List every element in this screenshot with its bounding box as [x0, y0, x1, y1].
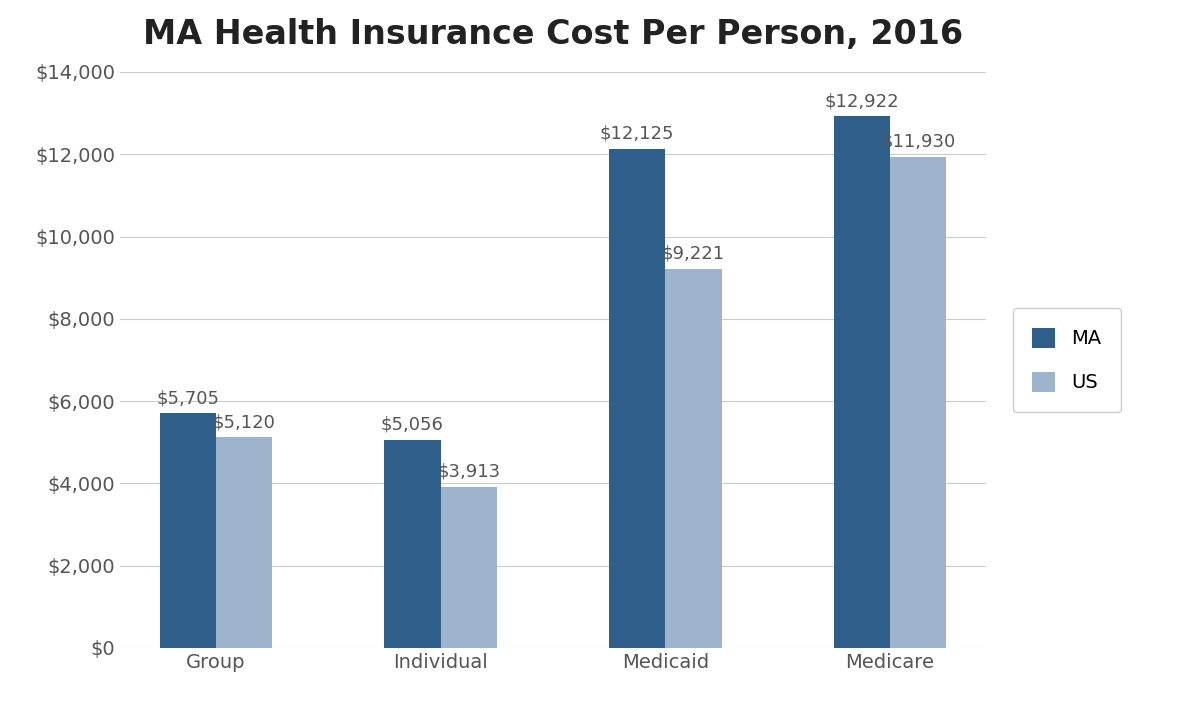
Text: $9,221: $9,221 — [662, 245, 725, 263]
Text: $5,056: $5,056 — [381, 416, 444, 434]
Text: $5,120: $5,120 — [213, 413, 275, 431]
Bar — [609, 149, 666, 648]
Text: $5,705: $5,705 — [156, 389, 219, 407]
Title: MA Health Insurance Cost Per Person, 2016: MA Health Insurance Cost Per Person, 201… — [143, 18, 963, 51]
Bar — [666, 269, 721, 648]
Bar — [440, 487, 496, 648]
Text: $12,125: $12,125 — [600, 125, 674, 143]
Text: $12,922: $12,922 — [825, 92, 899, 110]
Text: $11,930: $11,930 — [881, 133, 956, 151]
Bar — [834, 117, 891, 648]
Bar — [891, 157, 946, 648]
Bar — [160, 413, 215, 648]
Text: $3,913: $3,913 — [438, 463, 500, 481]
Bar — [385, 440, 440, 648]
Legend: MA, US: MA, US — [1012, 308, 1120, 412]
Bar — [215, 437, 272, 648]
